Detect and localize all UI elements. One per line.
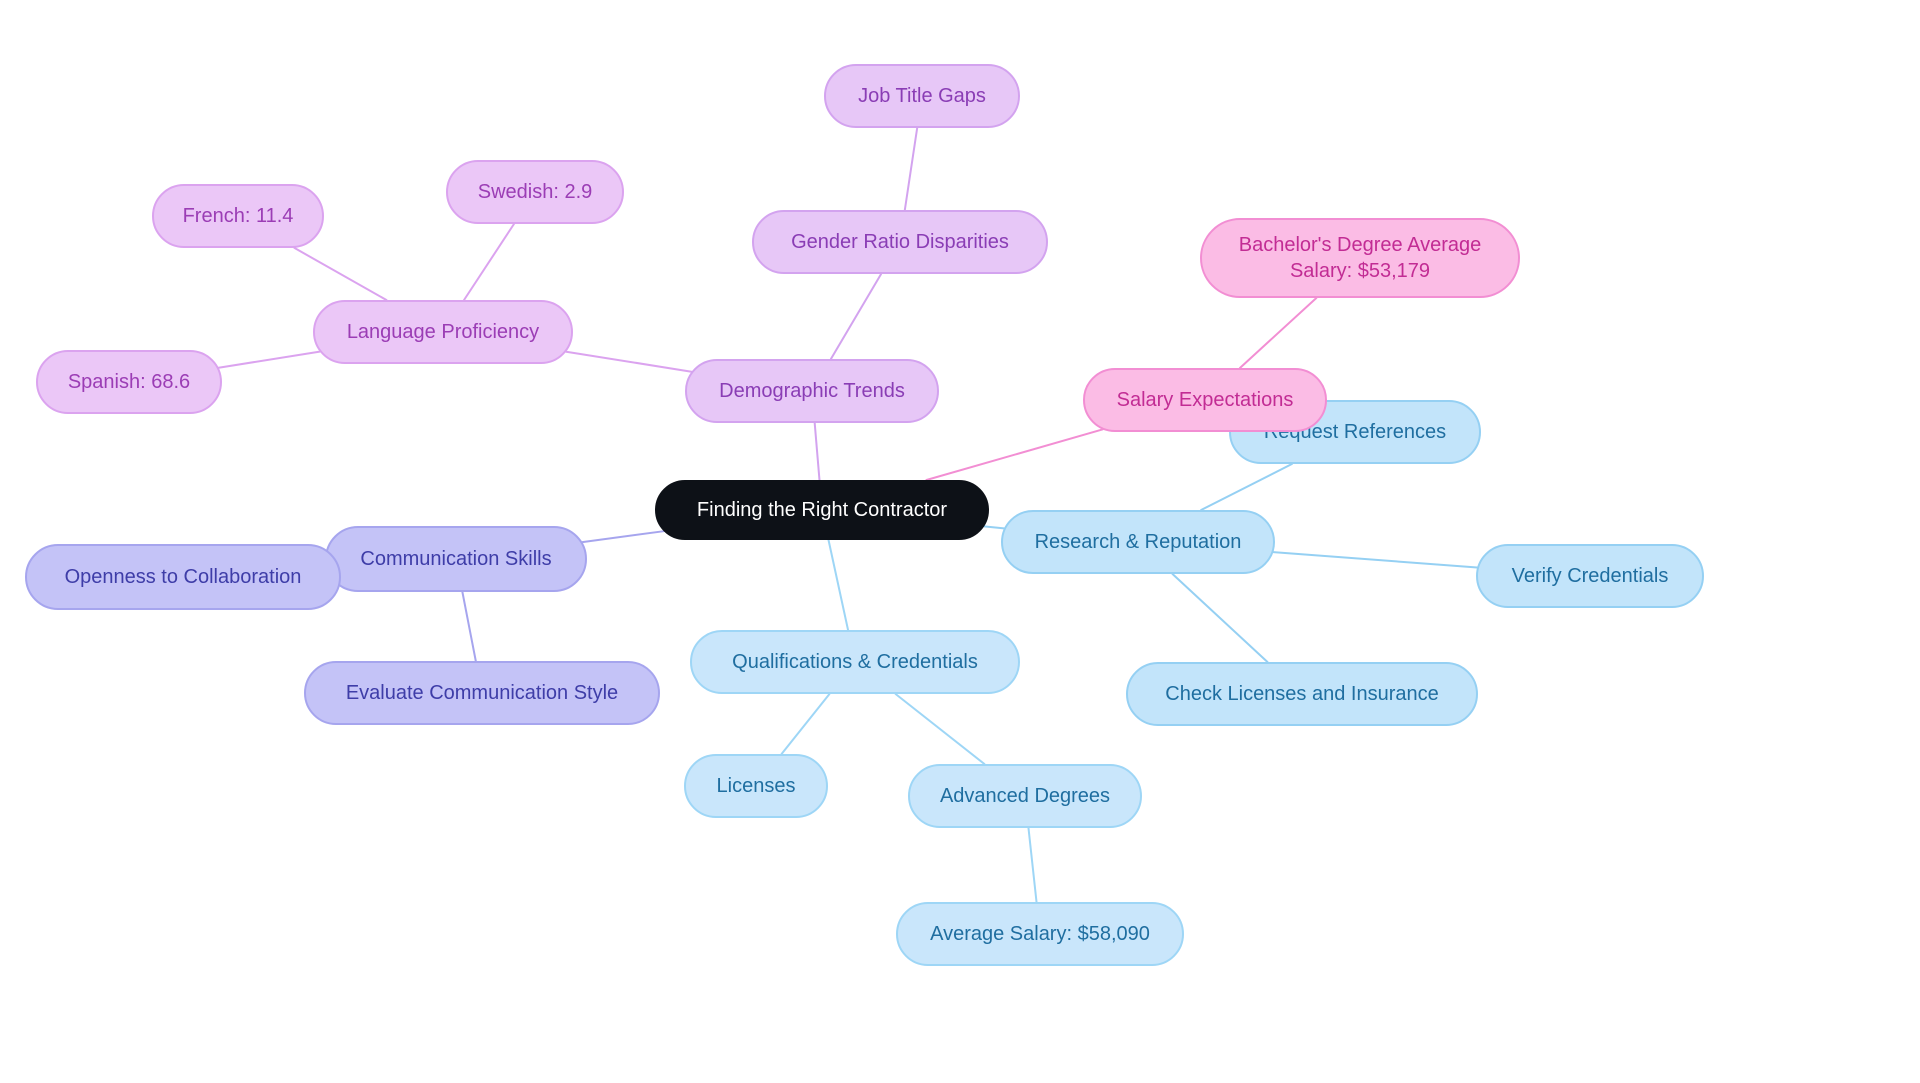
node-verify: Verify Credentials bbox=[1476, 544, 1704, 608]
node-open_collab: Openness to Collaboration bbox=[25, 544, 341, 610]
edge-lang-swedish bbox=[464, 224, 514, 300]
node-label: Qualifications & Credentials bbox=[732, 649, 978, 675]
edge-research-refs bbox=[1201, 464, 1292, 510]
node-label: French: 11.4 bbox=[183, 203, 294, 229]
edge-quals-adv_deg bbox=[896, 694, 985, 764]
node-label: Verify Credentials bbox=[1512, 563, 1669, 589]
node-research: Research & Reputation bbox=[1001, 510, 1275, 574]
edge-demo-gender bbox=[831, 274, 881, 359]
node-label: Spanish: 68.6 bbox=[68, 369, 190, 395]
edge-quals-licenses bbox=[782, 694, 830, 754]
node-eval_style: Evaluate Communication Style bbox=[304, 661, 660, 725]
edge-root-quals bbox=[829, 540, 849, 630]
node-gender: Gender Ratio Disparities bbox=[752, 210, 1048, 274]
node-label: Research & Reputation bbox=[1035, 529, 1242, 555]
node-label: Openness to Collaboration bbox=[65, 564, 302, 590]
node-jobtitle: Job Title Gaps bbox=[824, 64, 1020, 128]
edge-comm-eval_style bbox=[462, 592, 475, 661]
node-salary_exp: Salary Expectations bbox=[1083, 368, 1327, 432]
node-label: Language Proficiency bbox=[347, 319, 539, 345]
node-bachelors: Bachelor's Degree Average Salary: $53,17… bbox=[1200, 218, 1520, 298]
node-label: Job Title Gaps bbox=[858, 83, 986, 109]
node-label: Salary Expectations bbox=[1117, 387, 1294, 413]
node-label: Finding the Right Contractor bbox=[697, 497, 947, 523]
edge-research-verify bbox=[1273, 552, 1477, 567]
node-adv_deg: Advanced Degrees bbox=[908, 764, 1142, 828]
node-label: Demographic Trends bbox=[719, 378, 905, 404]
node-spanish: Spanish: 68.6 bbox=[36, 350, 222, 414]
node-label: Communication Skills bbox=[360, 546, 551, 572]
edge-root-salary_exp bbox=[926, 429, 1102, 480]
node-lang: Language Proficiency bbox=[313, 300, 573, 364]
node-licenses_ins: Check Licenses and Insurance bbox=[1126, 662, 1478, 726]
edge-root-comm bbox=[582, 531, 663, 542]
edge-root-demo bbox=[815, 423, 820, 480]
node-quals: Qualifications & Credentials bbox=[690, 630, 1020, 694]
node-label: Advanced Degrees bbox=[940, 783, 1110, 809]
node-label: Check Licenses and Insurance bbox=[1165, 681, 1439, 707]
mindmap-canvas: Finding the Right Contractor Research & R… bbox=[0, 0, 1920, 1083]
node-label: Licenses bbox=[717, 773, 796, 799]
edge-root-research bbox=[984, 526, 1004, 528]
edge-demo-lang bbox=[566, 352, 691, 372]
edge-lang-french bbox=[294, 248, 386, 300]
node-licenses: Licenses bbox=[684, 754, 828, 818]
node-comm: Communication Skills bbox=[325, 526, 587, 592]
edge-gender-jobtitle bbox=[905, 128, 917, 210]
node-label: Bachelor's Degree Average Salary: $53,17… bbox=[1239, 232, 1482, 284]
node-label: Gender Ratio Disparities bbox=[791, 229, 1009, 255]
edge-adv_deg-avg_sal bbox=[1028, 828, 1036, 902]
node-root: Finding the Right Contractor bbox=[655, 480, 989, 540]
node-label: Evaluate Communication Style bbox=[346, 680, 618, 706]
node-demo: Demographic Trends bbox=[685, 359, 939, 423]
node-label: Average Salary: $58,090 bbox=[930, 921, 1150, 947]
edge-research-licenses_ins bbox=[1173, 574, 1268, 662]
node-swedish: Swedish: 2.9 bbox=[446, 160, 624, 224]
edge-salary_exp-bachelors bbox=[1240, 298, 1316, 368]
node-avg_sal: Average Salary: $58,090 bbox=[896, 902, 1184, 966]
edge-lang-spanish bbox=[219, 352, 320, 368]
node-label: Swedish: 2.9 bbox=[478, 179, 593, 205]
node-french: French: 11.4 bbox=[152, 184, 324, 248]
